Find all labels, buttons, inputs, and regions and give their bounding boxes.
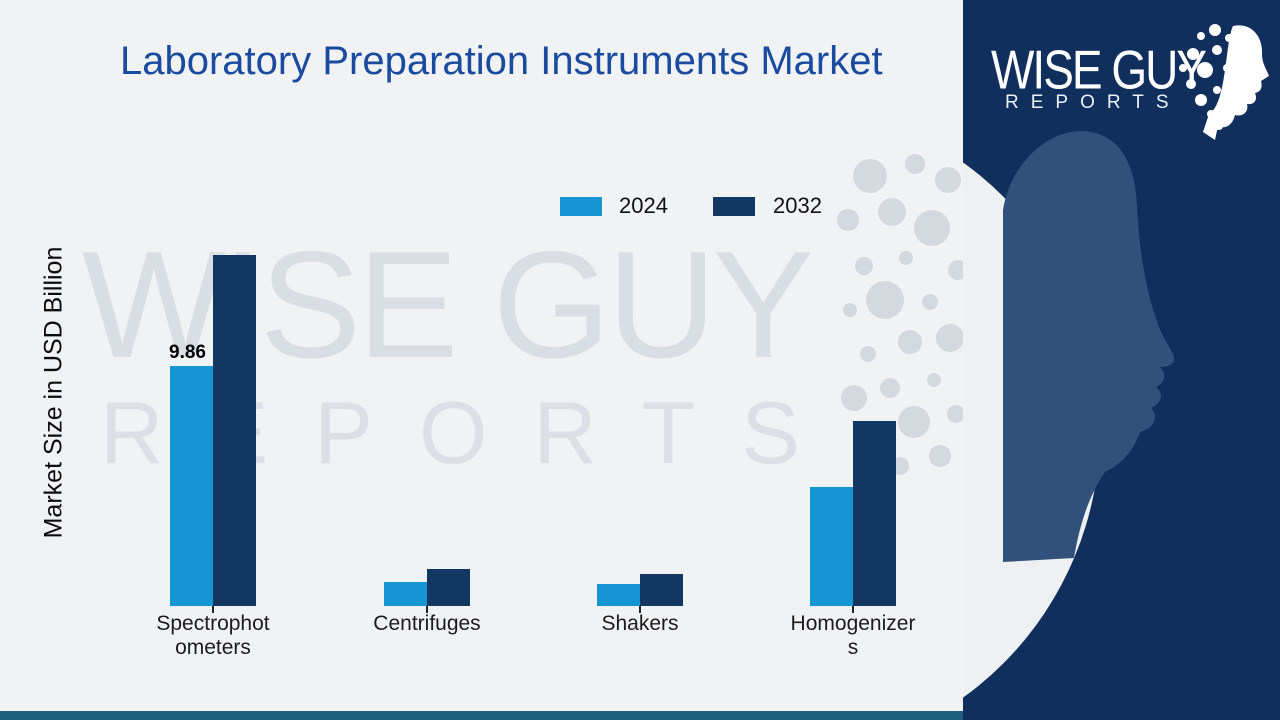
category-label-centrifuges: Centrifuges xyxy=(327,612,527,636)
bar-2024-spectrophotometers xyxy=(170,366,213,606)
legend-swatch-2032 xyxy=(713,197,755,216)
bar-2024-shakers xyxy=(597,584,640,606)
logo-subtitle: REPORTS xyxy=(1005,92,1181,114)
category-label-spectrophotometers: Spectrophot ometers xyxy=(113,612,313,659)
bar-chart: 9.86Spectrophot ometersCentrifugesShaker… xyxy=(0,0,963,720)
bar-2032-shakers xyxy=(640,574,683,606)
y-axis-label: Market Size in USD Billion xyxy=(40,193,69,593)
brand-panel: WISE GUY REPORTS xyxy=(963,0,1280,720)
legend-swatch-2024 xyxy=(560,197,602,216)
bar-2032-spectrophotometers xyxy=(213,255,256,606)
page-title: Laboratory Preparation Instruments Marke… xyxy=(120,40,900,83)
legend-label-2024: 2024 xyxy=(619,193,668,219)
logo-head-icon xyxy=(1171,18,1271,148)
bar-2032-homogenizers xyxy=(853,421,896,606)
bar-2024-homogenizers xyxy=(810,487,853,606)
category-label-shakers: Shakers xyxy=(540,612,740,636)
bar-2024-centrifuges xyxy=(384,582,427,606)
category-label-homogenizers: Homogenizer s xyxy=(753,612,953,659)
bar-2032-centrifuges xyxy=(427,569,470,606)
legend-label-2032: 2032 xyxy=(773,193,822,219)
